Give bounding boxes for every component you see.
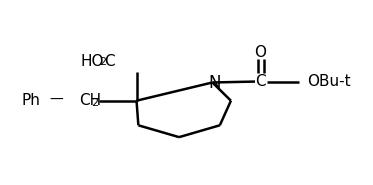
Text: HO: HO <box>81 54 104 69</box>
Text: Ph: Ph <box>22 93 40 108</box>
Text: —: — <box>49 93 63 107</box>
Text: CH: CH <box>79 93 101 108</box>
Text: C: C <box>104 54 115 69</box>
Text: C: C <box>255 74 266 89</box>
Text: OBu-t: OBu-t <box>307 74 351 89</box>
Text: N: N <box>208 74 220 92</box>
Text: O: O <box>254 45 267 60</box>
Text: 2: 2 <box>100 57 107 67</box>
Text: 2: 2 <box>91 98 98 108</box>
